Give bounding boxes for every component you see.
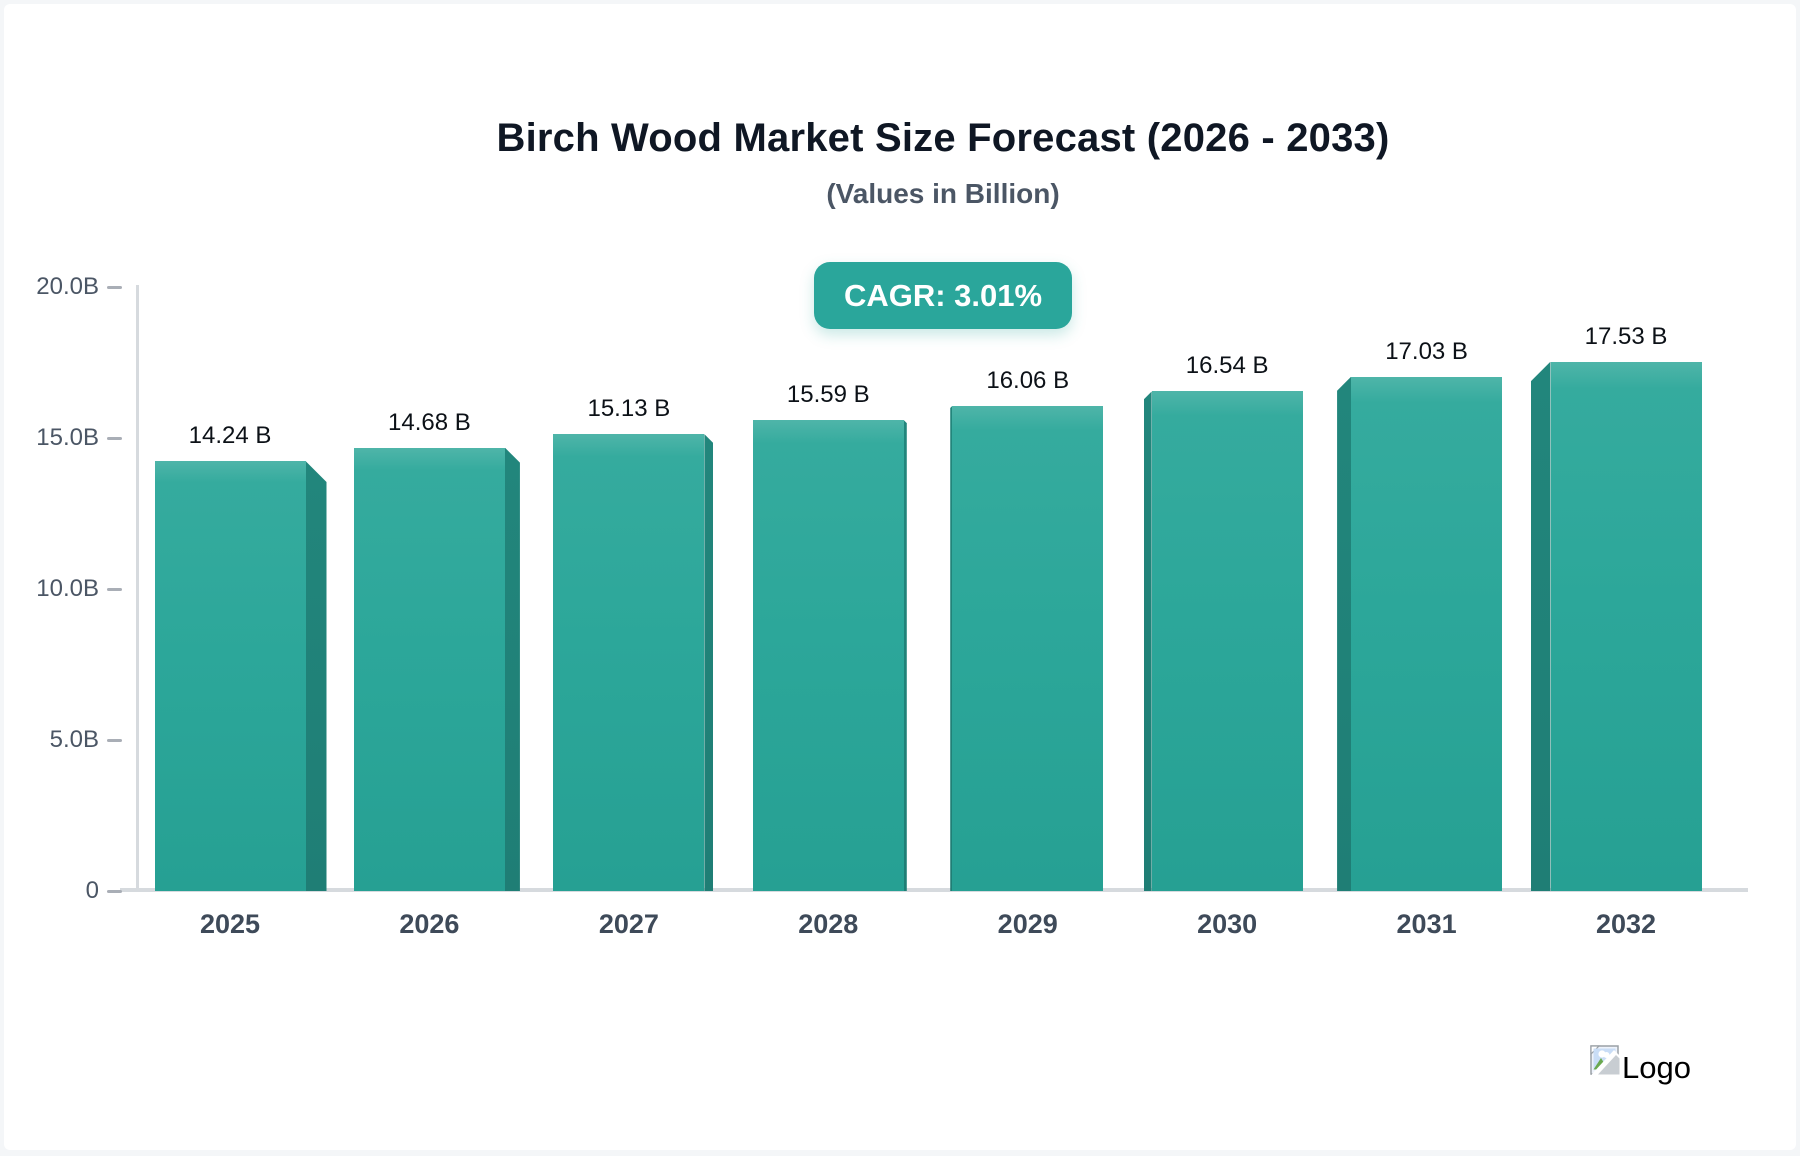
bar-value-label: 17.53 B: [1584, 322, 1668, 350]
y-tick-label: 5.0B: [49, 726, 99, 753]
bar-2029: [952, 405, 1104, 891]
bar-2031: [1351, 376, 1503, 891]
bar-value-label: 16.54 B: [1185, 352, 1269, 380]
broken-image-icon: [1590, 1045, 1621, 1081]
bar-value-label: 15.59 B: [786, 381, 870, 409]
chart-subtitle: (Values in Billion): [826, 178, 1060, 209]
bar-side-2026: [504, 447, 520, 891]
chart-card: Birch Wood Market Size Forecast (2026 - …: [4, 4, 1796, 1150]
cagr-badge: CAGR: 3.01%: [813, 262, 1073, 329]
x-axis-category-label: 2025: [199, 909, 261, 939]
y-tick-mark: [107, 285, 122, 289]
bar-value-label: 15.13 B: [587, 395, 671, 423]
bar-side-2030: [1143, 391, 1152, 891]
y-tick-label: 15.0B: [36, 424, 99, 451]
x-axis-category-label: 2027: [598, 909, 659, 939]
bar-2028: [752, 420, 904, 891]
chart-title: Birch Wood Market Size Forecast (2026 - …: [496, 116, 1390, 160]
bar-2030: [1151, 391, 1303, 891]
y-tick-mark: [107, 889, 122, 893]
bar-side-2027: [704, 434, 714, 891]
bar-side-2032: [1530, 361, 1551, 891]
y-axis-line: [136, 285, 139, 892]
x-axis-category-label: 2029: [997, 909, 1058, 939]
bar-value-label: 14.68 B: [388, 408, 471, 436]
y-tick-mark: [107, 738, 122, 742]
x-axis-baseline: [120, 888, 1748, 892]
bar-2032: [1550, 361, 1702, 891]
y-tick-label: 20.0B: [36, 273, 99, 300]
x-axis-category-label: 2030: [1197, 909, 1258, 939]
x-axis-category-label: 2026: [399, 909, 460, 939]
y-tick-label: 10.0B: [36, 575, 99, 602]
bar-2026: [353, 447, 505, 891]
x-axis-category-label: 2032: [1595, 909, 1657, 939]
bar-value-label: 16.06 B: [986, 366, 1070, 394]
y-tick-mark: [107, 587, 122, 591]
bar-2027: [553, 434, 705, 891]
bar-value-label: 17.03 B: [1385, 337, 1468, 365]
logo-alt-text: Logo: [1622, 1050, 1691, 1085]
bar-value-label: 14.24 B: [188, 421, 272, 449]
y-tick-mark: [107, 436, 122, 440]
bar-side-2025: [305, 460, 327, 891]
y-tick-label: 0: [85, 877, 99, 904]
cagr-badge-row: CAGR: 3.01%: [138, 262, 1748, 329]
bar-2025: [154, 460, 306, 891]
x-axis-category-label: 2028: [798, 909, 859, 939]
bar-side-2029: [950, 405, 953, 891]
logo: Logo: [1590, 1045, 1691, 1083]
x-axis-category-label: 2031: [1396, 909, 1457, 939]
bar-side-2031: [1337, 376, 1352, 891]
bar-side-2028: [903, 420, 907, 891]
